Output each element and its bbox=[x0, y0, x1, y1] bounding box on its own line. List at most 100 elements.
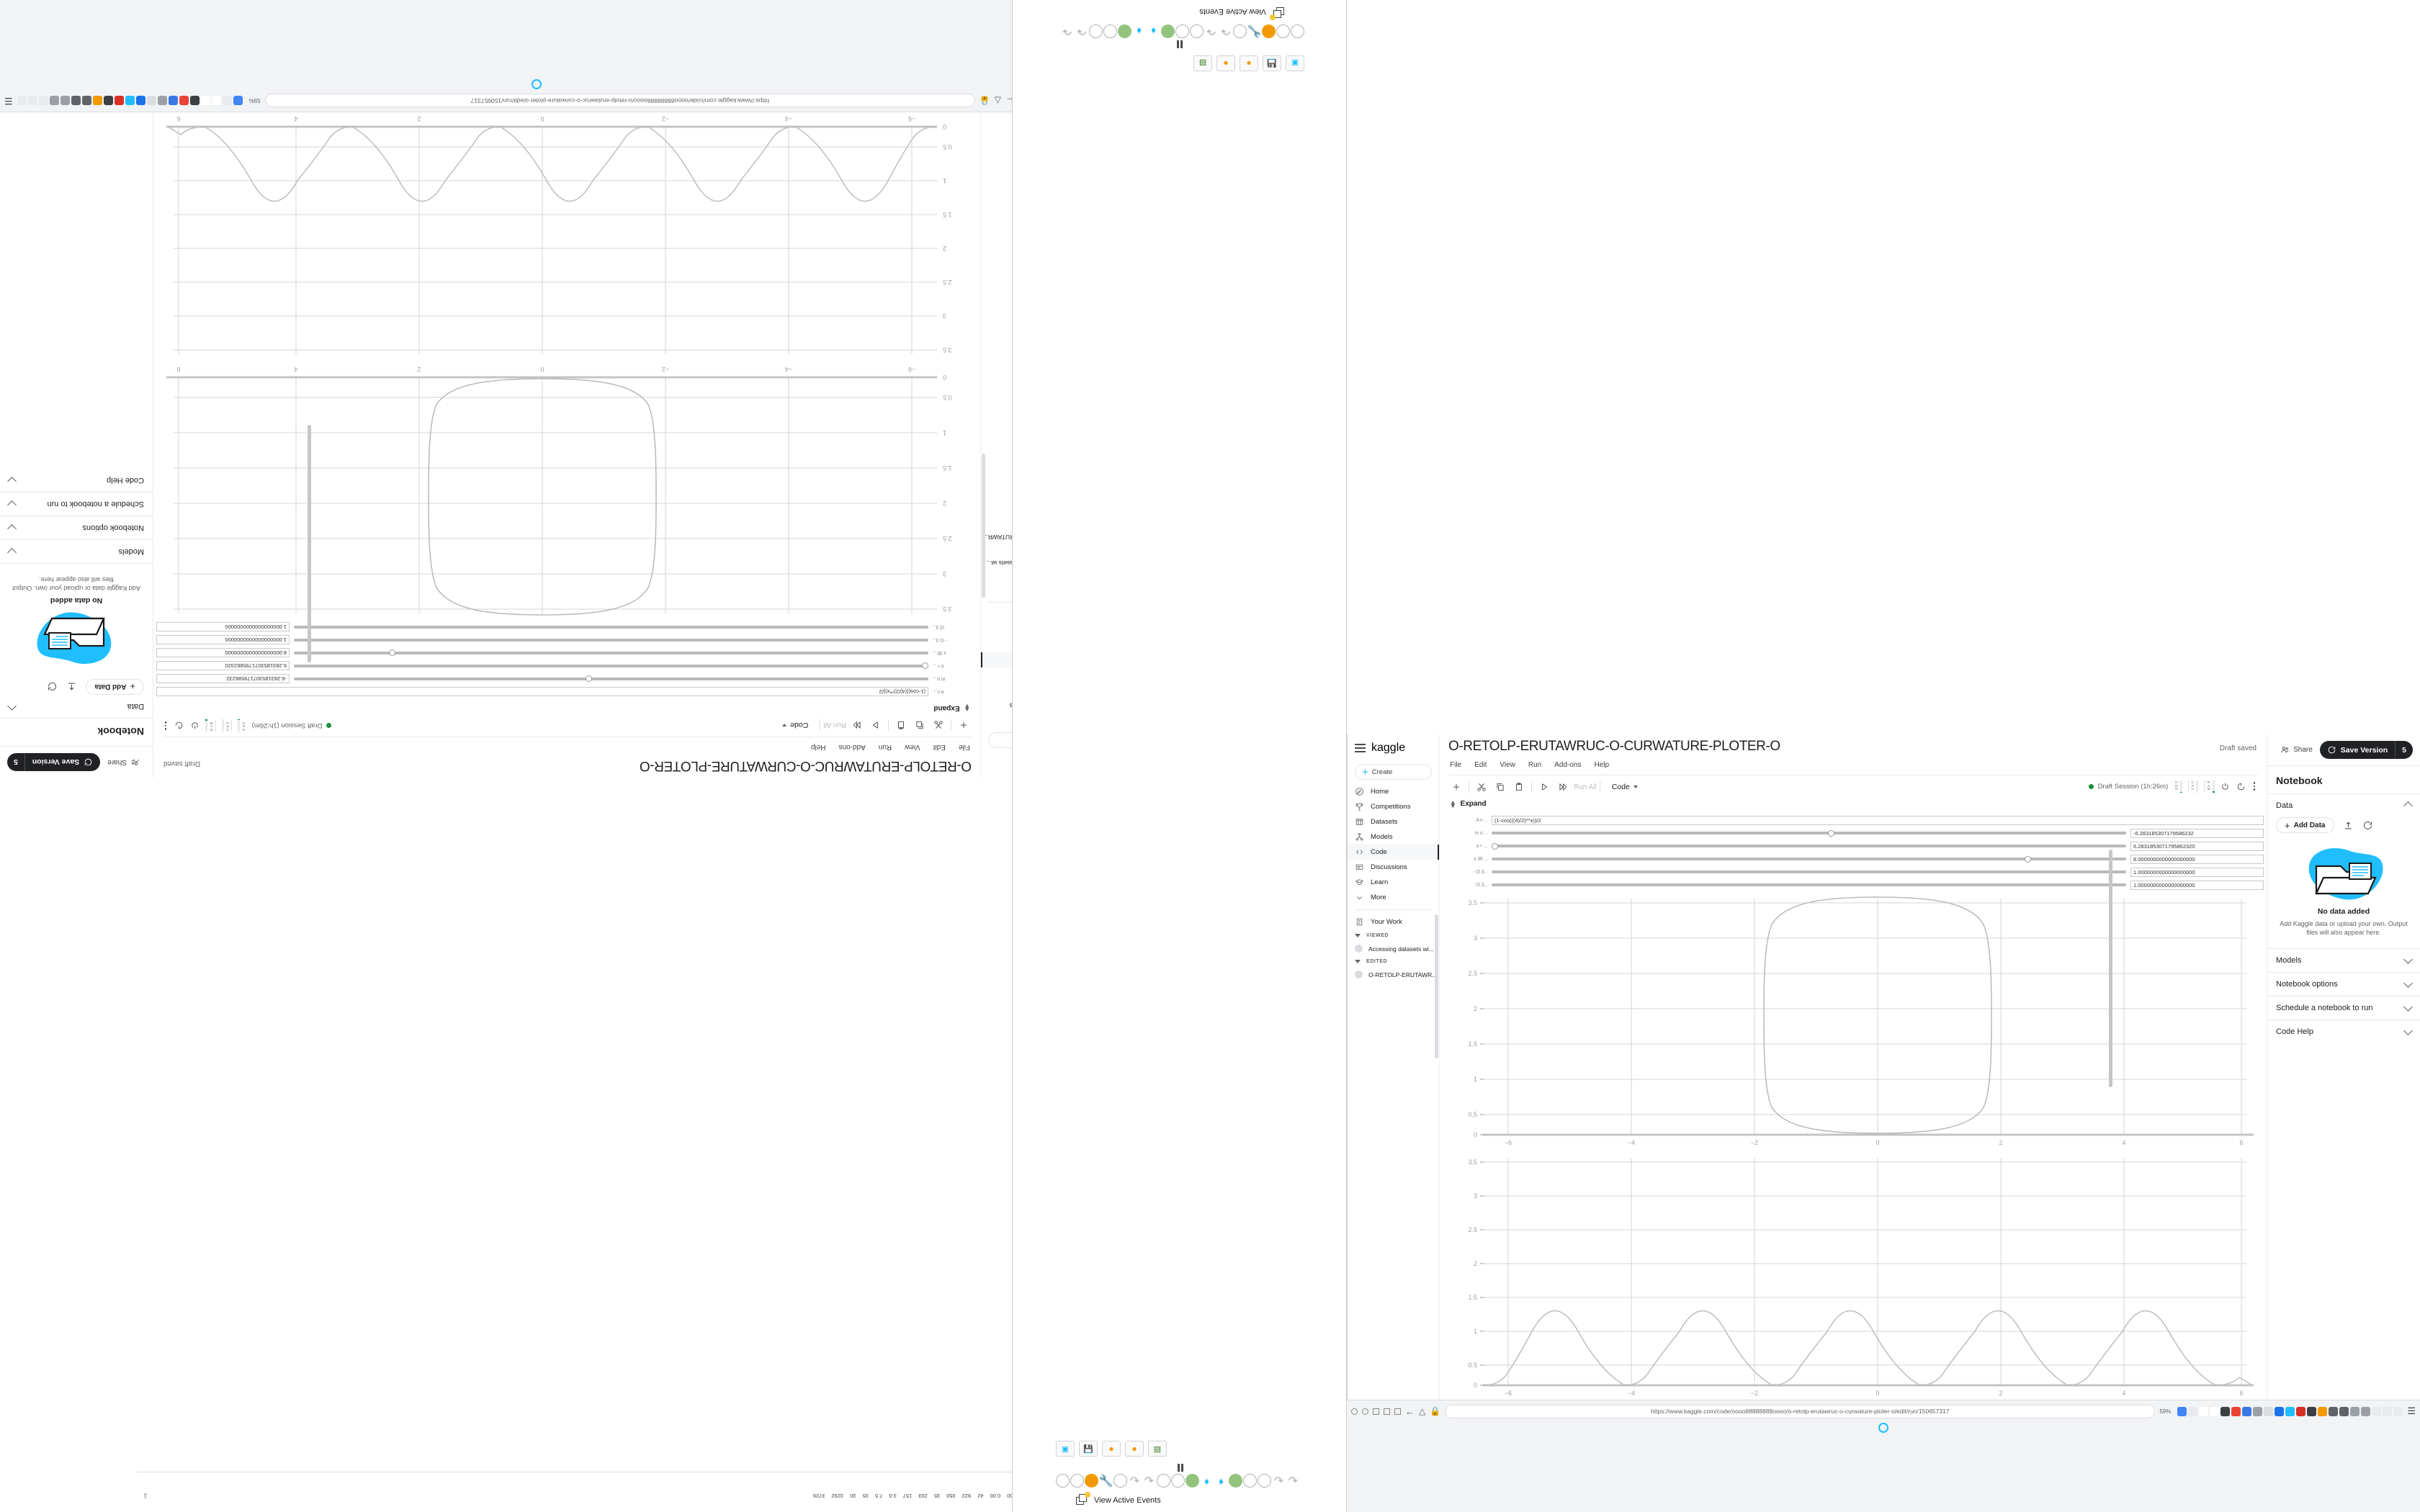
loop-tray-icon[interactable]: ↷ bbox=[1144, 1475, 1155, 1488]
section-code-help-header[interactable]: Code Help bbox=[0, 469, 153, 492]
window-button[interactable] bbox=[1362, 1408, 1368, 1415]
sidebar-item-your-work[interactable]: Your Work bbox=[1348, 914, 1439, 930]
slider-2[interactable] bbox=[294, 662, 928, 671]
globe-extension-icon[interactable] bbox=[49, 96, 59, 106]
zoom-level-label[interactable]: 59% bbox=[248, 97, 261, 104]
drop-tray-icon[interactable]: ♦ bbox=[1218, 1475, 1224, 1487]
cut-button[interactable] bbox=[929, 717, 948, 733]
menu-run[interactable]: Run bbox=[878, 743, 892, 751]
share-extension-icon[interactable] bbox=[2318, 1406, 2328, 1416]
sidebar-item-discussions[interactable]: Discussions bbox=[1348, 860, 1439, 875]
sidebar-item-competitions[interactable]: Competitions bbox=[1348, 799, 1439, 814]
section-models-header[interactable]: Models bbox=[2267, 949, 2420, 972]
slider-5[interactable] bbox=[294, 623, 928, 632]
globe-tray-icon[interactable] bbox=[1175, 24, 1189, 38]
drop-tray-icon[interactable]: ♦ bbox=[1150, 25, 1157, 37]
firefox-tray-icon[interactable] bbox=[1262, 24, 1276, 38]
viewed-section-header[interactable]: VIEWED bbox=[1348, 930, 1439, 942]
copy-button[interactable] bbox=[910, 717, 929, 733]
globe-tray-icon[interactable] bbox=[1171, 1474, 1185, 1488]
gear-extension-icon[interactable] bbox=[2253, 1406, 2263, 1416]
doc-extension-icon[interactable] bbox=[81, 96, 91, 106]
section-data-header[interactable]: Data bbox=[0, 695, 153, 718]
paste-button[interactable] bbox=[892, 717, 910, 733]
sidebar-item-datasets[interactable]: Datasets bbox=[1348, 814, 1439, 829]
loop-tray-icon[interactable]: ↷ bbox=[1220, 24, 1231, 37]
run-button[interactable] bbox=[1535, 779, 1554, 795]
section-models-header[interactable]: Models bbox=[0, 540, 153, 563]
camera-tray-icon[interactable] bbox=[1186, 1474, 1199, 1488]
more-options-button[interactable] bbox=[161, 721, 171, 730]
hamburger-menu-icon[interactable] bbox=[1355, 744, 1366, 752]
columns-extension-icon[interactable] bbox=[103, 96, 113, 106]
menu-help[interactable]: Help bbox=[810, 743, 826, 751]
loop-tray-icon[interactable]: ↷ bbox=[1206, 24, 1216, 37]
run-all-button[interactable] bbox=[1554, 779, 1572, 795]
slider-2[interactable] bbox=[1492, 842, 2126, 851]
reload-icon[interactable] bbox=[200, 96, 210, 106]
firefox-app-icon[interactable]: ● bbox=[1240, 55, 1258, 71]
viewed-item[interactable]: Accessing datasets wi... bbox=[1348, 942, 1439, 955]
edited-section-header[interactable]: EDITED bbox=[1348, 955, 1439, 968]
browser-menu-icon[interactable]: ☰ bbox=[2407, 1405, 2416, 1416]
globe-tray-icon[interactable] bbox=[1103, 24, 1117, 38]
kaggle-tab-favicon[interactable] bbox=[1878, 1423, 1888, 1433]
address-bar[interactable]: https://www.kaggle.com/code/oooo88888888… bbox=[264, 94, 975, 108]
sidebar-item-models[interactable]: Models bbox=[1348, 829, 1439, 845]
gear-tray-icon[interactable] bbox=[1070, 1474, 1084, 1488]
firefox-app-icon[interactable]: ● bbox=[1102, 1441, 1121, 1457]
address-bar[interactable]: https://www.kaggle.com/code/oooo88888888… bbox=[1445, 1404, 2156, 1418]
firefox-app-icon[interactable]: ● bbox=[1216, 55, 1235, 71]
section-code-help-header[interactable]: Code Help bbox=[2267, 1020, 2420, 1043]
slider-4-value[interactable]: 1.0000000000000000000 bbox=[2130, 867, 2264, 877]
save-version-main[interactable]: Save Version bbox=[25, 757, 100, 767]
window-button[interactable] bbox=[1373, 1408, 1379, 1415]
thumbsdown-extension-icon[interactable] bbox=[2372, 1406, 2382, 1416]
save-version-button[interactable]: Save Version 5 bbox=[7, 753, 101, 771]
slider-thumb[interactable] bbox=[922, 662, 928, 670]
formula-input[interactable]: (1-cos(((4)/2)**x))/2 bbox=[1492, 815, 2264, 825]
globe-tray-icon[interactable] bbox=[1258, 1474, 1271, 1488]
loop-tray-icon[interactable]: ↷ bbox=[1129, 1475, 1140, 1488]
menu-file[interactable]: File bbox=[1450, 761, 1462, 769]
slider-2-value[interactable]: 6.2831853071795862320 bbox=[156, 661, 290, 671]
slider-4[interactable] bbox=[1492, 868, 2126, 877]
camera-tray-icon[interactable] bbox=[1161, 24, 1175, 38]
shield2-extension-icon[interactable] bbox=[60, 96, 70, 106]
kaggle-logo[interactable]: kaggle bbox=[1371, 742, 1406, 754]
reload-icon[interactable] bbox=[2210, 1406, 2220, 1416]
camera-tray-icon[interactable] bbox=[1118, 24, 1131, 38]
cell-type-dropdown[interactable]: Code bbox=[782, 721, 808, 729]
slider-thumb[interactable] bbox=[586, 675, 593, 683]
shield-icon[interactable]: △ bbox=[994, 96, 1001, 106]
translate-extension-icon[interactable] bbox=[233, 96, 243, 106]
save-version-count[interactable]: 5 bbox=[2395, 741, 2413, 759]
double-chevron-icon[interactable]: ⇩ bbox=[143, 1492, 148, 1499]
download-icon[interactable] bbox=[189, 96, 200, 106]
slider-3[interactable] bbox=[294, 649, 928, 658]
sidebar-item-more[interactable]: More bbox=[1348, 890, 1439, 905]
firefox-tray-icon[interactable] bbox=[1085, 1474, 1098, 1488]
globe-tray-icon[interactable] bbox=[1089, 24, 1103, 38]
loop-tray-icon[interactable]: ↷ bbox=[1273, 1475, 1284, 1488]
loop-tray-icon[interactable]: ↷ bbox=[1076, 24, 1087, 37]
image-viewer-app-icon[interactable]: ▣ bbox=[1286, 55, 1304, 71]
no-extension-icon[interactable] bbox=[2339, 1406, 2349, 1416]
formula-input[interactable]: (1-cos(((4)/2)**x))/2 bbox=[156, 687, 928, 697]
power-button[interactable] bbox=[187, 719, 203, 733]
add-data-button[interactable]: + Add Data bbox=[86, 679, 144, 695]
save-version-count[interactable]: 5 bbox=[7, 753, 25, 771]
slider-3[interactable] bbox=[1492, 855, 2126, 864]
terminal-app-icon[interactable]: ▤ bbox=[1148, 1441, 1167, 1457]
window-button[interactable] bbox=[1384, 1408, 1390, 1415]
umbrella-extension-icon[interactable] bbox=[125, 96, 135, 106]
terminal-app-icon[interactable]: ▤ bbox=[1193, 55, 1212, 71]
settings-extension-icon[interactable] bbox=[2393, 1406, 2403, 1416]
section-data-header[interactable]: Data bbox=[2267, 794, 2420, 817]
download-icon[interactable] bbox=[2220, 1406, 2231, 1416]
slider-1[interactable] bbox=[294, 675, 928, 684]
create-button[interactable]: + Create bbox=[1355, 764, 1432, 780]
new-tab-button[interactable] bbox=[1394, 1408, 1401, 1415]
wrench-extension-icon[interactable] bbox=[2383, 1406, 2393, 1416]
firefox-app-icon[interactable]: ● bbox=[1125, 1441, 1144, 1457]
